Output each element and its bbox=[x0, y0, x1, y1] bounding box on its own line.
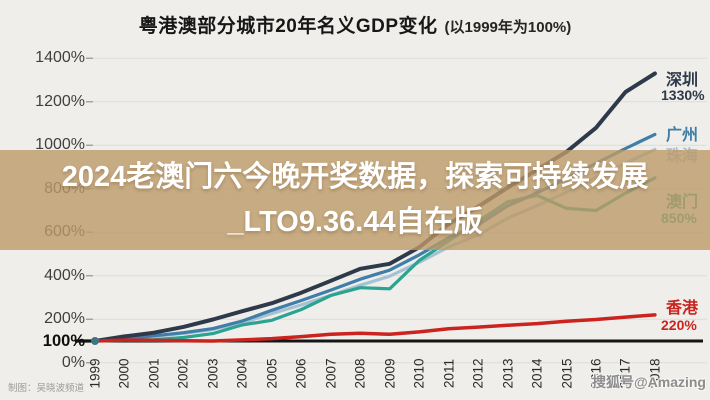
series-end-name-4: 香港 bbox=[666, 299, 699, 317]
series-line-4 bbox=[93, 313, 657, 343]
x-axis-year-label: 2010 bbox=[411, 358, 427, 389]
y-axis-tick-label: 1000% bbox=[35, 136, 85, 154]
x-axis-year-label: 2011 bbox=[441, 358, 457, 389]
x-axis-year-label: 2006 bbox=[293, 358, 309, 389]
series-end-name-0: 深圳 bbox=[666, 72, 699, 90]
y-axis-tick-label: 1200% bbox=[35, 92, 85, 110]
series-end-pct-0: 1330% bbox=[661, 87, 705, 104]
overlay-ad-text-line2: _LTO9.36.44自在版 bbox=[227, 206, 483, 238]
overlay-ad-banner: 2024老澳门六今晚开奖数据，探索可持续发展 _LTO9.36.44自在版 bbox=[0, 150, 710, 250]
x-axis-year-label: 2000 bbox=[116, 358, 132, 389]
series-start-dot bbox=[91, 337, 99, 345]
y-axis-tick-label: 100% bbox=[42, 332, 85, 350]
x-axis-year-label: 1999 bbox=[87, 358, 103, 389]
y-axis-tick-label: 0% bbox=[61, 353, 85, 371]
chart-title: 粤港澳部分城市20年名义GDP变化 bbox=[138, 16, 438, 37]
x-axis-year-label: 2015 bbox=[559, 358, 575, 389]
y-axis-tick-label: 200% bbox=[44, 310, 85, 328]
x-axis-year-label: 2002 bbox=[175, 358, 191, 389]
chart-subtitle: (以1999年为100%) bbox=[444, 19, 572, 36]
series-end-pct-4: 220% bbox=[661, 316, 697, 333]
x-axis-year-label: 2005 bbox=[264, 358, 280, 389]
x-axis-year-label: 2001 bbox=[146, 358, 162, 389]
x-axis-year-label: 2004 bbox=[234, 358, 250, 389]
sohu-watermark: 搜狐号@Amazing bbox=[592, 374, 706, 390]
y-axis-tick-label: 400% bbox=[44, 266, 85, 284]
x-axis-year-label: 2008 bbox=[352, 358, 368, 389]
x-axis-year-label: 2014 bbox=[529, 358, 545, 389]
y-axis-tick-label: 1400% bbox=[35, 49, 85, 67]
x-axis-year-label: 2003 bbox=[205, 358, 221, 389]
x-axis-year-label: 2009 bbox=[382, 358, 398, 389]
x-axis-year-label: 2013 bbox=[500, 358, 516, 389]
overlay-ad-text-line1: 2024老澳门六今晚开奖数据，探索可持续发展 bbox=[61, 161, 649, 193]
chart-credit: 制图：吴晓波频道 bbox=[8, 383, 85, 394]
x-axis-year-label: 2012 bbox=[470, 358, 486, 389]
chart-title-row: 粤港澳部分城市20年名义GDP变化 (以1999年为100%) bbox=[0, 11, 710, 38]
series-end-name-1: 广州 bbox=[666, 127, 699, 145]
x-axis-year-label: 2007 bbox=[323, 358, 339, 389]
